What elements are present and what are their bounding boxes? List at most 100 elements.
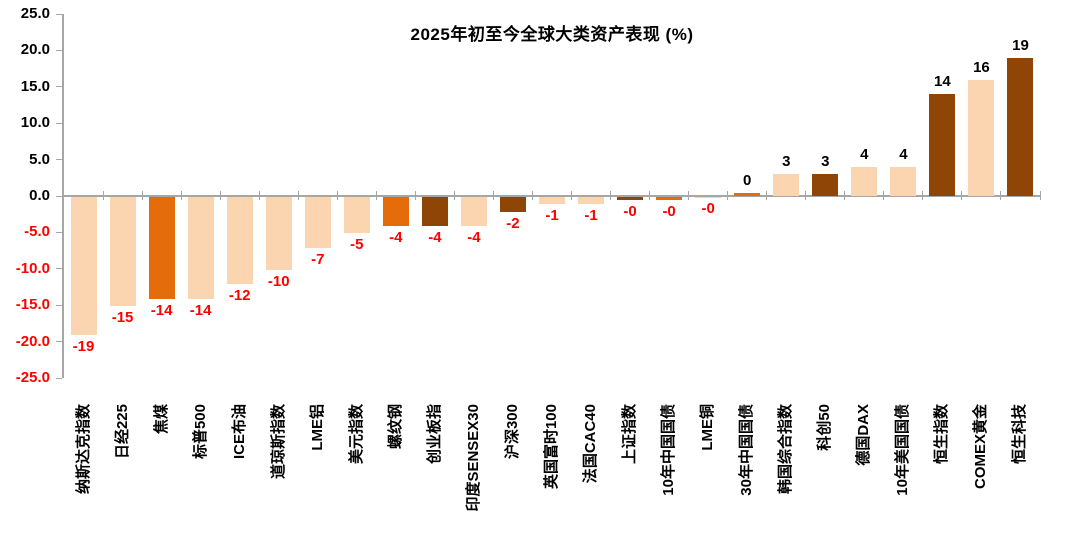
x-axis-tick (336, 191, 338, 200)
bar-value-label: 0 (743, 171, 752, 189)
category-label: 恒生科技 (1011, 404, 1029, 465)
bar (1007, 57, 1034, 196)
x-axis-tick (102, 191, 104, 200)
bar (109, 197, 136, 307)
category-label: 螺纹钢 (386, 404, 404, 450)
bar (695, 197, 722, 198)
x-axis-tick (141, 191, 143, 200)
bar (968, 79, 995, 196)
y-axis-tick-label: -15.0 (15, 296, 50, 314)
bar-value-label: -12 (228, 287, 251, 305)
category-label: 韩国综合指数 (777, 404, 795, 495)
x-axis-tick (571, 191, 573, 200)
y-axis-tick-label: 15.0 (20, 77, 50, 95)
y-axis-tick-label: 5.0 (29, 150, 50, 168)
category-label: 10年中国国债 (660, 404, 678, 496)
bar (539, 197, 565, 205)
bar-value-label: 3 (782, 153, 791, 171)
y-axis-tick-label: 20.0 (20, 41, 50, 59)
x-axis-tick (180, 191, 182, 200)
y-axis-tick-label: 25.0 (20, 5, 50, 22)
y-axis-tick-label: 10.0 (20, 114, 50, 132)
category-label: 30年中国国债 (738, 404, 756, 496)
category-label: ICE布油 (230, 404, 248, 460)
x-axis-tick (531, 191, 533, 200)
category-label: LME铝 (308, 404, 326, 451)
bar-value-label: 14 (934, 73, 951, 91)
x-axis-tick (766, 191, 768, 200)
category-label: 英国富时100 (543, 404, 560, 490)
y-axis-tick (56, 195, 62, 197)
x-axis-tick (961, 191, 963, 200)
x-axis-tick (610, 191, 612, 200)
category-label: 10年美国国债 (894, 404, 912, 496)
bar (812, 174, 839, 196)
bar-value-label: -0 (662, 202, 676, 220)
category-label: 创业板指 (425, 404, 443, 465)
y-axis-tick (56, 304, 62, 306)
bar (617, 197, 644, 200)
bar-value-label: 3 (821, 153, 830, 171)
bar-value-label: 4 (899, 145, 908, 163)
bar-value-label: -1 (545, 207, 559, 225)
y-axis-tick (56, 13, 62, 15)
bar-value-label: -19 (72, 338, 95, 356)
bar (187, 197, 214, 299)
category-label: 印度SENSEX30 (464, 404, 482, 512)
bar-value-label: -0 (623, 202, 637, 220)
bar-value-label: 4 (860, 145, 869, 163)
bar-value-label: -14 (150, 301, 173, 319)
category-label: 标普500 (191, 404, 209, 460)
bar (851, 166, 878, 196)
y-axis-tick (56, 159, 62, 161)
y-axis-tick-label: 0.0 (29, 187, 50, 204)
bar-value-label: -2 (506, 214, 520, 232)
bar (226, 197, 253, 285)
category-label: 道琼斯指数 (269, 404, 287, 480)
x-axis-tick (258, 191, 260, 200)
x-axis-tick (922, 191, 924, 200)
bar-value-label: -1 (584, 207, 598, 225)
y-axis-line (62, 14, 64, 378)
x-axis-tick (844, 191, 846, 200)
bar (656, 197, 683, 200)
y-axis-tick (56, 49, 62, 51)
bar-value-label: 19 (1012, 36, 1029, 54)
chart-title: 2025年初至今全球大类资产表现 (%) (410, 25, 694, 44)
x-axis-tick (453, 191, 455, 200)
category-label: COMEX黄金 (972, 404, 990, 490)
category-label: 沪深300 (503, 404, 521, 460)
y-axis-tick-label: -25.0 (15, 369, 50, 386)
bar (343, 197, 370, 234)
x-axis-tick (688, 191, 690, 200)
bar (265, 197, 292, 270)
bar (734, 192, 761, 196)
bar (148, 197, 175, 299)
bar-value-label: -0 (701, 200, 715, 218)
bar (890, 166, 917, 196)
x-axis-tick (649, 191, 651, 200)
bar (578, 197, 605, 205)
bar (382, 197, 409, 227)
bar-value-label: -14 (189, 301, 212, 319)
bar (499, 197, 526, 212)
bar-value-label: -5 (350, 236, 364, 254)
x-axis-tick (805, 191, 807, 200)
bar-value-label: -7 (311, 250, 325, 268)
bar-value-label: -4 (389, 229, 403, 247)
category-label: 德国DAX (855, 404, 873, 466)
x-axis-tick (492, 191, 494, 200)
x-axis-tick (414, 191, 416, 200)
x-axis-tick (883, 191, 885, 200)
category-label: 法国CAC40 (582, 404, 600, 484)
x-axis-tick (1039, 191, 1041, 200)
y-axis-tick (56, 341, 62, 343)
bar (773, 174, 800, 196)
category-label: 日经225 (113, 404, 131, 460)
y-axis-tick-label: -20.0 (15, 332, 50, 350)
y-axis-tick (56, 268, 62, 270)
bar-value-label: -4 (467, 229, 481, 247)
x-axis-tick (1000, 191, 1002, 200)
category-label: 科创50 (816, 404, 834, 451)
